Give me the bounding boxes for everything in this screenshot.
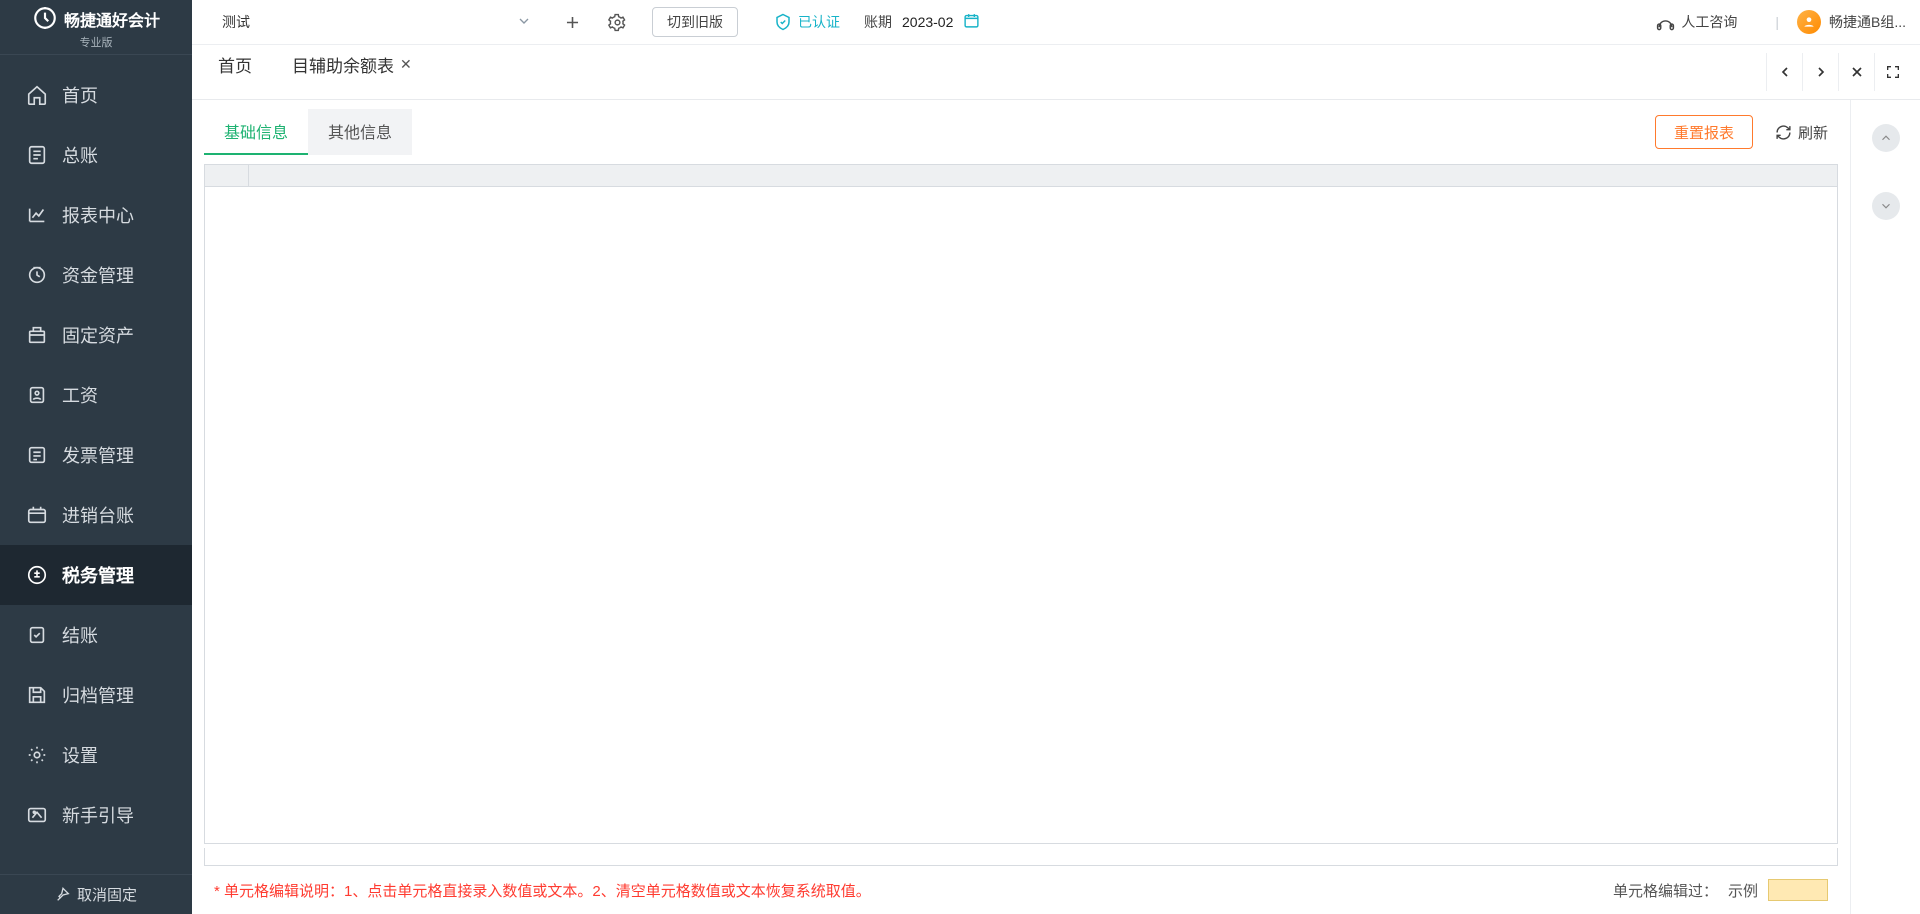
user-menu[interactable]: 畅捷通B组... [1797,10,1906,34]
nav-icon [26,564,48,586]
sample-color-box [1768,879,1828,901]
nav-label: 结账 [62,622,98,648]
sidebar-item-11[interactable]: 设置 [0,725,192,785]
help-label: 人工咨询 [1681,12,1737,32]
tab-label: 目辅助余额表 [292,52,394,77]
nav-icon [26,324,48,346]
horizontal-scrollbar[interactable] [204,848,1838,866]
chevron-down-icon [516,13,532,32]
settings-button[interactable] [602,7,632,37]
subtab-other[interactable]: 其他信息 [308,109,412,155]
period-value: 2023-02 [902,14,953,30]
verified-label: 已认证 [798,12,840,32]
add-button[interactable] [557,7,587,37]
refresh-button[interactable]: 刷新 [1775,122,1828,143]
brand-title: 畅捷通好会计 [64,7,160,31]
nav-label: 发票管理 [62,442,134,468]
nav-icon [26,804,48,826]
tab-scroll-right[interactable] [1802,53,1838,91]
sidebar-item-10[interactable]: 归档管理 [0,665,192,725]
nav-label: 归档管理 [62,682,134,708]
sidebar-item-9[interactable]: 结账 [0,605,192,665]
nav-label: 首页 [62,82,98,108]
content: 基础信息 其他信息 重置报表 刷新 [192,100,1920,914]
nav-icon [26,444,48,466]
company-name: 测试 [222,12,250,32]
tab-controls [1766,53,1910,91]
nav-icon [26,684,48,706]
switch-old-version-button[interactable]: 切到旧版 [652,7,738,37]
year-up-button[interactable] [1872,124,1900,152]
avatar-icon [1797,10,1821,34]
close-icon[interactable]: ✕ [400,56,412,73]
sidebar: 畅捷通好会计 专业版 首页总账报表中心资金管理固定资产工资发票管理进销台账税务管… [0,0,192,914]
verified-badge: 已认证 [774,12,840,32]
column-headers [205,165,1837,187]
brand-sub: 专业版 [80,34,113,50]
sheet-area: 基础信息 其他信息 重置报表 刷新 [192,100,1850,914]
sidebar-item-7[interactable]: 进销台账 [0,485,192,545]
unpin-button[interactable]: 取消固定 [0,874,192,914]
brand-logo-icon [32,5,58,34]
reset-report-button[interactable]: 重置报表 [1655,115,1753,149]
brand: 畅捷通好会计 专业版 [0,0,192,55]
spreadsheet[interactable] [204,164,1838,844]
nav-label: 固定资产 [62,322,134,348]
footer-right-label: 单元格编辑过： [1613,880,1718,901]
nav-icon [26,384,48,406]
fullscreen-button[interactable] [1874,53,1910,91]
nav-icon [26,504,48,526]
nav-label: 新手引导 [62,802,134,828]
app-root: 畅捷通好会计 专业版 首页总账报表中心资金管理固定资产工资发票管理进销台账税务管… [0,0,1920,914]
calendar-icon[interactable] [963,12,980,32]
sidebar-item-8[interactable]: 税务管理 [0,545,192,605]
nav-label: 设置 [62,742,98,768]
sidebar-item-2[interactable]: 报表中心 [0,185,192,245]
sidebar-item-1[interactable]: 总账 [0,125,192,185]
sidebar-item-5[interactable]: 工资 [0,365,192,425]
select-all-corner[interactable] [205,165,249,186]
tab-close-all[interactable] [1838,53,1874,91]
nav-icon [26,144,48,166]
main: 测试 切到旧版 已认证 账期 2023-02 人工咨询 | [192,0,1920,914]
nav-label: 总账 [62,142,98,168]
nav-icon [26,84,48,106]
tab-scroll-left[interactable] [1766,53,1802,91]
footer-note: * 单元格编辑说明：1、点击单元格直接录入数值或文本。2、清空单元格数值或文本恢… [214,880,871,901]
period: 账期 2023-02 [864,12,980,32]
year-rail [1850,100,1920,914]
sub-toolbar: 基础信息 其他信息 重置报表 刷新 [192,112,1850,152]
help-button[interactable]: 人工咨询 [1656,12,1737,32]
sidebar-item-4[interactable]: 固定资产 [0,305,192,365]
nav-label: 资金管理 [62,262,134,288]
sidebar-item-6[interactable]: 发票管理 [0,425,192,485]
refresh-label: 刷新 [1798,122,1828,143]
tab-strip: 首页 目辅助余额表 ✕ [192,45,1920,100]
subtab-basic[interactable]: 基础信息 [204,109,308,155]
nav-icon [26,204,48,226]
footer: * 单元格编辑说明：1、点击单元格直接录入数值或文本。2、清空单元格数值或文本恢… [192,866,1850,914]
nav-icon [26,264,48,286]
year-down-button[interactable] [1872,192,1900,220]
topbar: 测试 切到旧版 已认证 账期 2023-02 人工咨询 | [192,0,1920,45]
company-dropdown[interactable]: 测试 [212,7,542,37]
sheet-rows [205,187,1837,843]
sidebar-item-0[interactable]: 首页 [0,65,192,125]
nav-label: 报表中心 [62,202,134,228]
user-name: 畅捷通B组... [1829,12,1906,32]
sidebar-item-12[interactable]: 新手引导 [0,785,192,845]
tab-0[interactable]: 目辅助余额表 ✕ [286,53,418,85]
nav-label: 税务管理 [62,562,134,588]
tab-home-label: 首页 [218,52,252,77]
footer-sample-label: 示例 [1728,880,1758,901]
nav-icon [26,624,48,646]
nav-icon [26,744,48,766]
tab-home[interactable]: 首页 [212,53,258,85]
sidebar-item-3[interactable]: 资金管理 [0,245,192,305]
nav-label: 工资 [62,382,98,408]
unpin-label: 取消固定 [77,884,137,905]
sidebar-nav: 首页总账报表中心资金管理固定资产工资发票管理进销台账税务管理结账归档管理设置新手… [0,55,192,874]
period-label: 账期 [864,12,892,32]
nav-label: 进销台账 [62,502,134,528]
